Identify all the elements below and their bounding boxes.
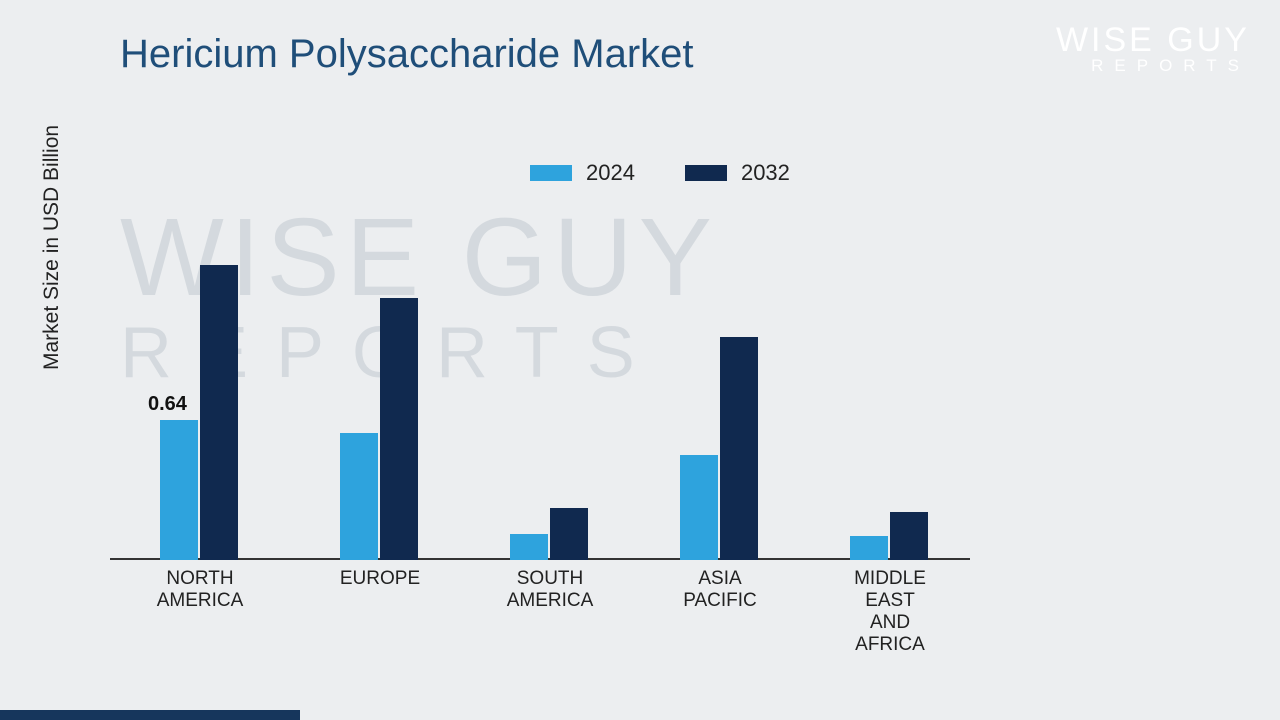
category-label: NORTHAMERICA xyxy=(130,568,270,612)
chart-title: Hericium Polysaccharide Market xyxy=(120,32,694,77)
chart: Market Size in USD Billion 2024 2032 0.6… xyxy=(50,150,990,670)
bar xyxy=(680,455,718,560)
brand-logo: WISE GUY REPORTS xyxy=(1056,24,1250,74)
bar xyxy=(340,433,378,560)
bottom-accent-bar xyxy=(0,710,300,720)
legend-label-2032: 2032 xyxy=(741,160,790,186)
logo-line2: REPORTS xyxy=(1056,58,1250,74)
category-label: MIDDLEEASTANDAFRICA xyxy=(820,568,960,655)
bar-value-label: 0.64 xyxy=(148,393,187,416)
category-label: ASIAPACIFIC xyxy=(650,568,790,612)
bar xyxy=(850,536,888,560)
bar xyxy=(510,534,548,560)
bar xyxy=(550,508,588,561)
legend-item-2024: 2024 xyxy=(530,160,635,186)
legend-item-2032: 2032 xyxy=(685,160,790,186)
bar xyxy=(160,420,198,560)
logo-line1: WISE GUY xyxy=(1056,24,1250,56)
legend-swatch-2024 xyxy=(530,165,572,181)
legend: 2024 2032 xyxy=(530,160,790,186)
bar xyxy=(200,265,238,560)
legend-label-2024: 2024 xyxy=(586,160,635,186)
category-label: SOUTHAMERICA xyxy=(480,568,620,612)
bar xyxy=(380,298,418,561)
bar xyxy=(890,512,928,560)
bar xyxy=(720,337,758,560)
plot-area: 0.64NORTHAMERICAEUROPESOUTHAMERICAASIAPA… xyxy=(110,210,970,560)
category-label: EUROPE xyxy=(310,568,450,590)
page: WISE GUY REPORTS WISE GUY REPORTS Herici… xyxy=(0,0,1280,720)
legend-swatch-2032 xyxy=(685,165,727,181)
y-axis-label: Market Size in USD Billion xyxy=(40,125,64,370)
right-sidebar xyxy=(1060,0,1280,720)
